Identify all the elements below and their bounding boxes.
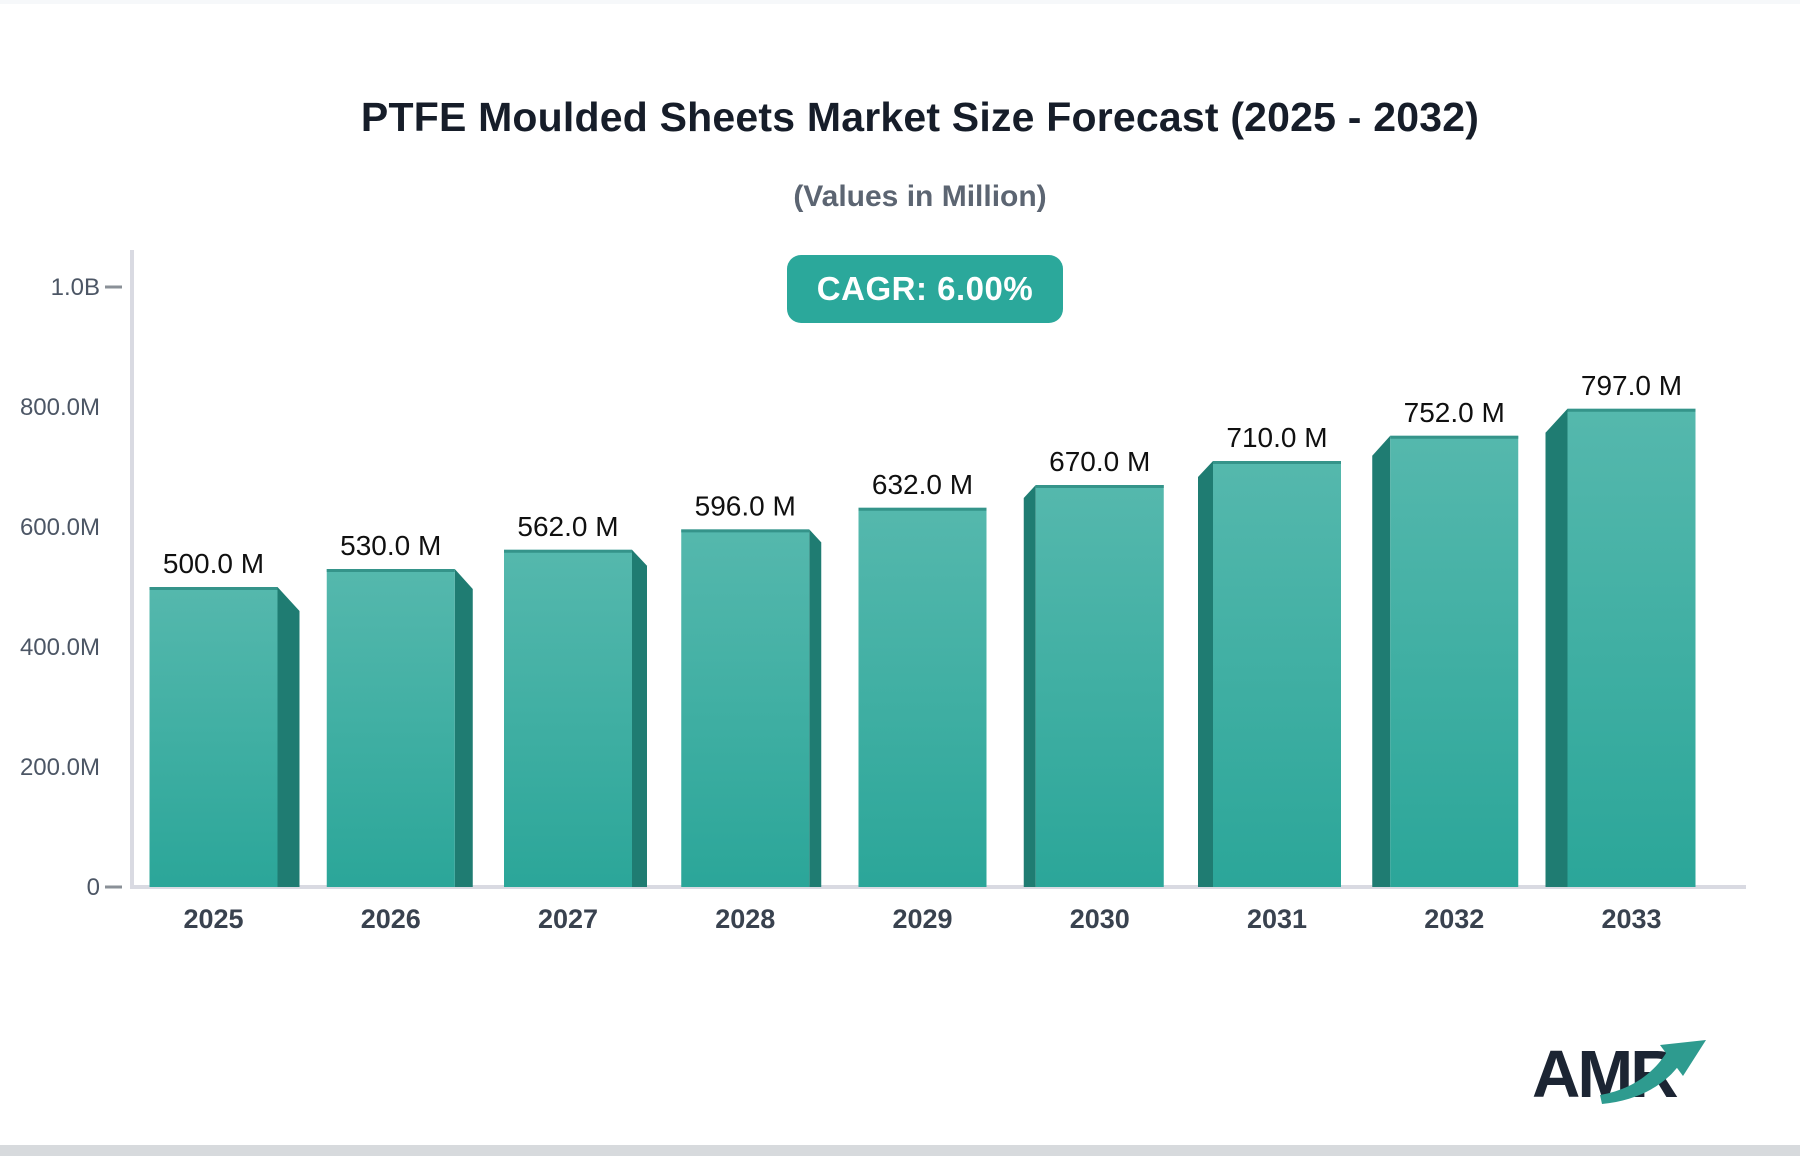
bar-value-label: 752.0 M <box>1404 397 1505 428</box>
bar-side-face <box>809 529 822 887</box>
bar-value-label: 710.0 M <box>1226 422 1327 453</box>
bar-2027 <box>504 549 632 887</box>
x-axis-label-2032: 2032 <box>1424 904 1484 934</box>
bar-side-face <box>1372 435 1391 887</box>
cagr-badge: CAGR: 6.00% <box>787 255 1063 323</box>
top-border-strip <box>0 0 1800 4</box>
x-axis-label-2026: 2026 <box>361 904 421 934</box>
y-axis-label: 800.0M <box>20 394 100 421</box>
bar-value-label: 797.0 M <box>1581 370 1682 401</box>
footer-strip <box>0 1145 1800 1156</box>
bar-2031 <box>1213 461 1341 887</box>
bar-side-face <box>1198 461 1213 887</box>
bar-value-label: 500.0 M <box>163 548 264 579</box>
bar-2030 <box>1035 485 1164 887</box>
bar-value-label: 530.0 M <box>340 530 441 561</box>
chart-subtitle: (Values in Million) <box>793 180 1047 213</box>
bar-side-face <box>632 549 647 887</box>
x-axis-label-2029: 2029 <box>892 904 952 934</box>
bar-side-face <box>1545 408 1568 887</box>
x-axis-label-2027: 2027 <box>538 904 598 934</box>
x-axis-label-2030: 2030 <box>1070 904 1130 934</box>
y-axis-label: 600.0M <box>20 514 100 541</box>
bar-2029 <box>858 507 987 887</box>
x-axis-label-2028: 2028 <box>715 904 775 934</box>
bar-side-face <box>454 569 473 887</box>
bar-side-face <box>1023 485 1036 887</box>
bar-2028 <box>681 529 810 887</box>
x-axis-label-2025: 2025 <box>183 904 243 934</box>
bar-value-label: 632.0 M <box>872 469 973 500</box>
chart-title: PTFE Moulded Sheets Market Size Forecast… <box>360 94 1480 140</box>
amr-logo: AMR <box>1532 1036 1706 1116</box>
bar-2026 <box>326 569 455 887</box>
bar-value-label: 670.0 M <box>1049 446 1150 477</box>
y-axis-label: 0 <box>87 874 100 901</box>
bar-value-label: 596.0 M <box>695 490 796 521</box>
bar-2025 <box>149 587 278 887</box>
bar-2033 <box>1567 408 1696 887</box>
y-axis-label: 400.0M <box>20 634 100 661</box>
y-axis-label: 200.0M <box>20 754 100 781</box>
y-axis-label: 1.0B <box>51 274 100 301</box>
bar-2032 <box>1390 435 1519 887</box>
bar-side-face <box>277 587 300 887</box>
growth-arrow-icon <box>1600 1040 1706 1104</box>
x-axis-label-2033: 2033 <box>1601 904 1661 934</box>
bar-value-label: 562.0 M <box>517 511 618 542</box>
x-axis-label-2031: 2031 <box>1247 904 1307 934</box>
